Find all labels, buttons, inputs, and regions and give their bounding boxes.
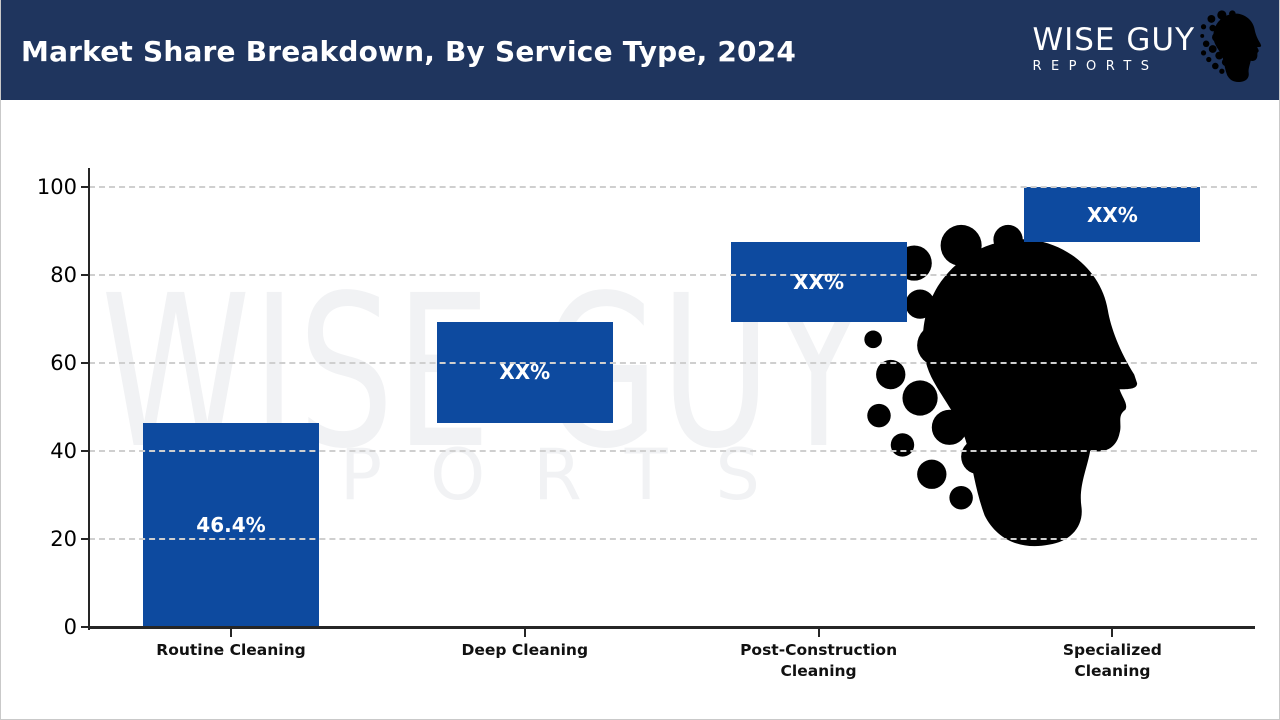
bar <box>143 422 319 627</box>
bar <box>730 242 907 323</box>
bar-value-label: XX% <box>793 270 845 295</box>
x-tick-mark <box>817 629 820 637</box>
page-title: Market Share Breakdown, By Service Type,… <box>21 35 797 68</box>
bar <box>436 322 613 423</box>
gridline <box>89 450 1257 452</box>
x-category-label: Deep Cleaning <box>461 641 589 659</box>
chart-plot-area: 0 20 40 60 80 100 46.4% Routine Cleaning XX% Deep… <box>1 100 1279 719</box>
y-tick-label: 0 <box>63 615 77 639</box>
gridline <box>89 538 1257 540</box>
brand-head-icon <box>1200 10 1262 83</box>
x-category-label: Post-Construction Cleaning <box>740 641 898 680</box>
y-tick-label: 100 <box>36 175 77 199</box>
y-tick-label: 40 <box>50 439 77 463</box>
y-tick-mark <box>81 186 89 188</box>
brand-logo: WISE GUY REPORTS <box>1032 9 1269 89</box>
x-category-label: Specialized Cleaning <box>1062 641 1162 680</box>
gridline <box>89 274 1257 276</box>
y-tick-mark <box>81 538 89 540</box>
bar-value-label: 46.4% <box>196 512 266 537</box>
x-category-label: Routine Cleaning <box>156 641 306 659</box>
x-tick-mark <box>1111 629 1114 637</box>
y-tick-mark <box>81 274 89 276</box>
brand-subtitle: REPORTS <box>1032 59 1159 75</box>
brand-name: WISE GUY <box>1032 21 1195 58</box>
y-tick-label: 80 <box>50 263 77 287</box>
x-axis-line <box>88 626 1255 629</box>
bar-value-label: XX% <box>499 360 551 385</box>
bar <box>1024 187 1201 242</box>
y-tick-mark <box>81 626 89 628</box>
y-tick-label: 60 <box>50 351 77 375</box>
y-axis-line <box>88 168 90 630</box>
gridline <box>89 362 1257 364</box>
brand-logo-text: WISE GUY REPORTS <box>1032 24 1195 75</box>
gridline <box>89 186 1257 188</box>
bar-value-label: XX% <box>1086 202 1138 227</box>
header-bar: Market Share Breakdown, By Service Type,… <box>1 0 1279 100</box>
y-tick-mark <box>81 450 89 452</box>
y-tick-label: 20 <box>50 527 77 551</box>
x-tick-mark <box>230 629 232 637</box>
x-tick-mark <box>523 629 526 637</box>
y-tick-mark <box>81 362 89 364</box>
